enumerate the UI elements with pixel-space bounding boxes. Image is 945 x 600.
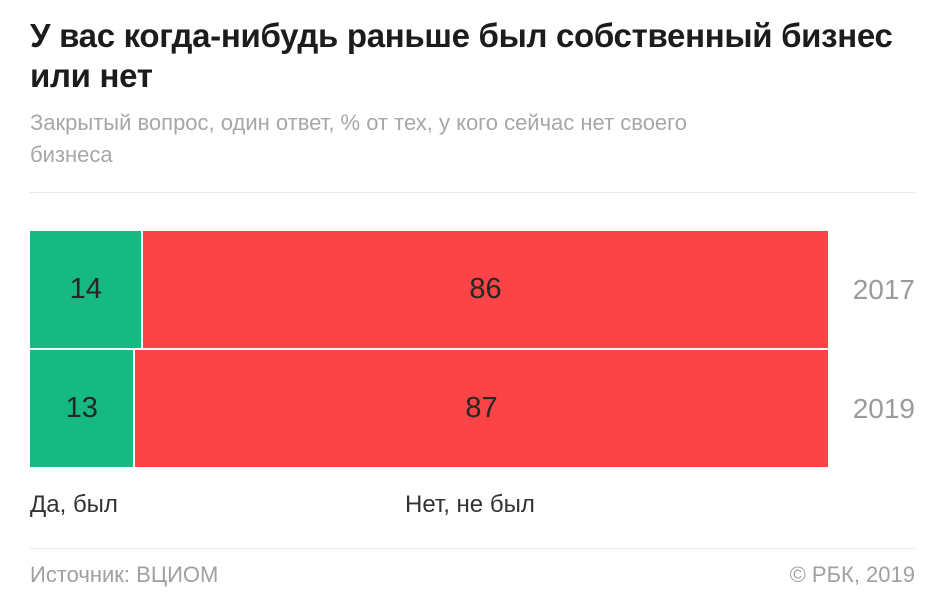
bar-track: 14 86 xyxy=(30,231,828,348)
bar-value-label: 86 xyxy=(469,273,502,305)
bar-segment-yes: 14 xyxy=(30,231,142,348)
bar-value-label: 13 xyxy=(65,392,98,424)
legend-item-no: Нет, не был xyxy=(405,491,535,518)
bar-segment-no: 87 xyxy=(135,350,828,467)
category-label-2017: 2017 xyxy=(852,273,915,305)
page-title: У вас когда-нибудь раньше был собственны… xyxy=(30,17,893,94)
bar-track: 13 87 xyxy=(30,350,828,467)
page-subtitle: Закрытый вопрос, один ответ, % от тех, у… xyxy=(30,110,687,167)
source-label: Источник: ВЦИОМ xyxy=(30,562,219,587)
bar-segment-no: 86 xyxy=(143,231,828,348)
bar-value-label: 14 xyxy=(69,273,102,305)
chart-legend: Да, был Нет, не был xyxy=(30,491,915,521)
chart-header: У вас когда-нибудь раньше был собственны… xyxy=(30,0,915,171)
chart-footer: Источник: ВЦИОМ © РБК, 2019 xyxy=(30,562,915,588)
header-divider xyxy=(30,192,915,193)
footer-divider xyxy=(30,548,915,549)
bar-row-2017: 14 86 2017 xyxy=(30,231,915,348)
stacked-bar-chart: 14 86 2017 13 87 2019 xyxy=(30,231,915,467)
category-label-2019: 2019 xyxy=(852,392,915,424)
bar-segment-yes: 13 xyxy=(30,350,134,467)
bar-value-label: 87 xyxy=(465,392,498,424)
legend-item-yes: Да, был xyxy=(30,491,118,518)
copyright-label: © РБК, 2019 xyxy=(789,562,915,587)
bar-row-2019: 13 87 2019 xyxy=(30,350,915,467)
